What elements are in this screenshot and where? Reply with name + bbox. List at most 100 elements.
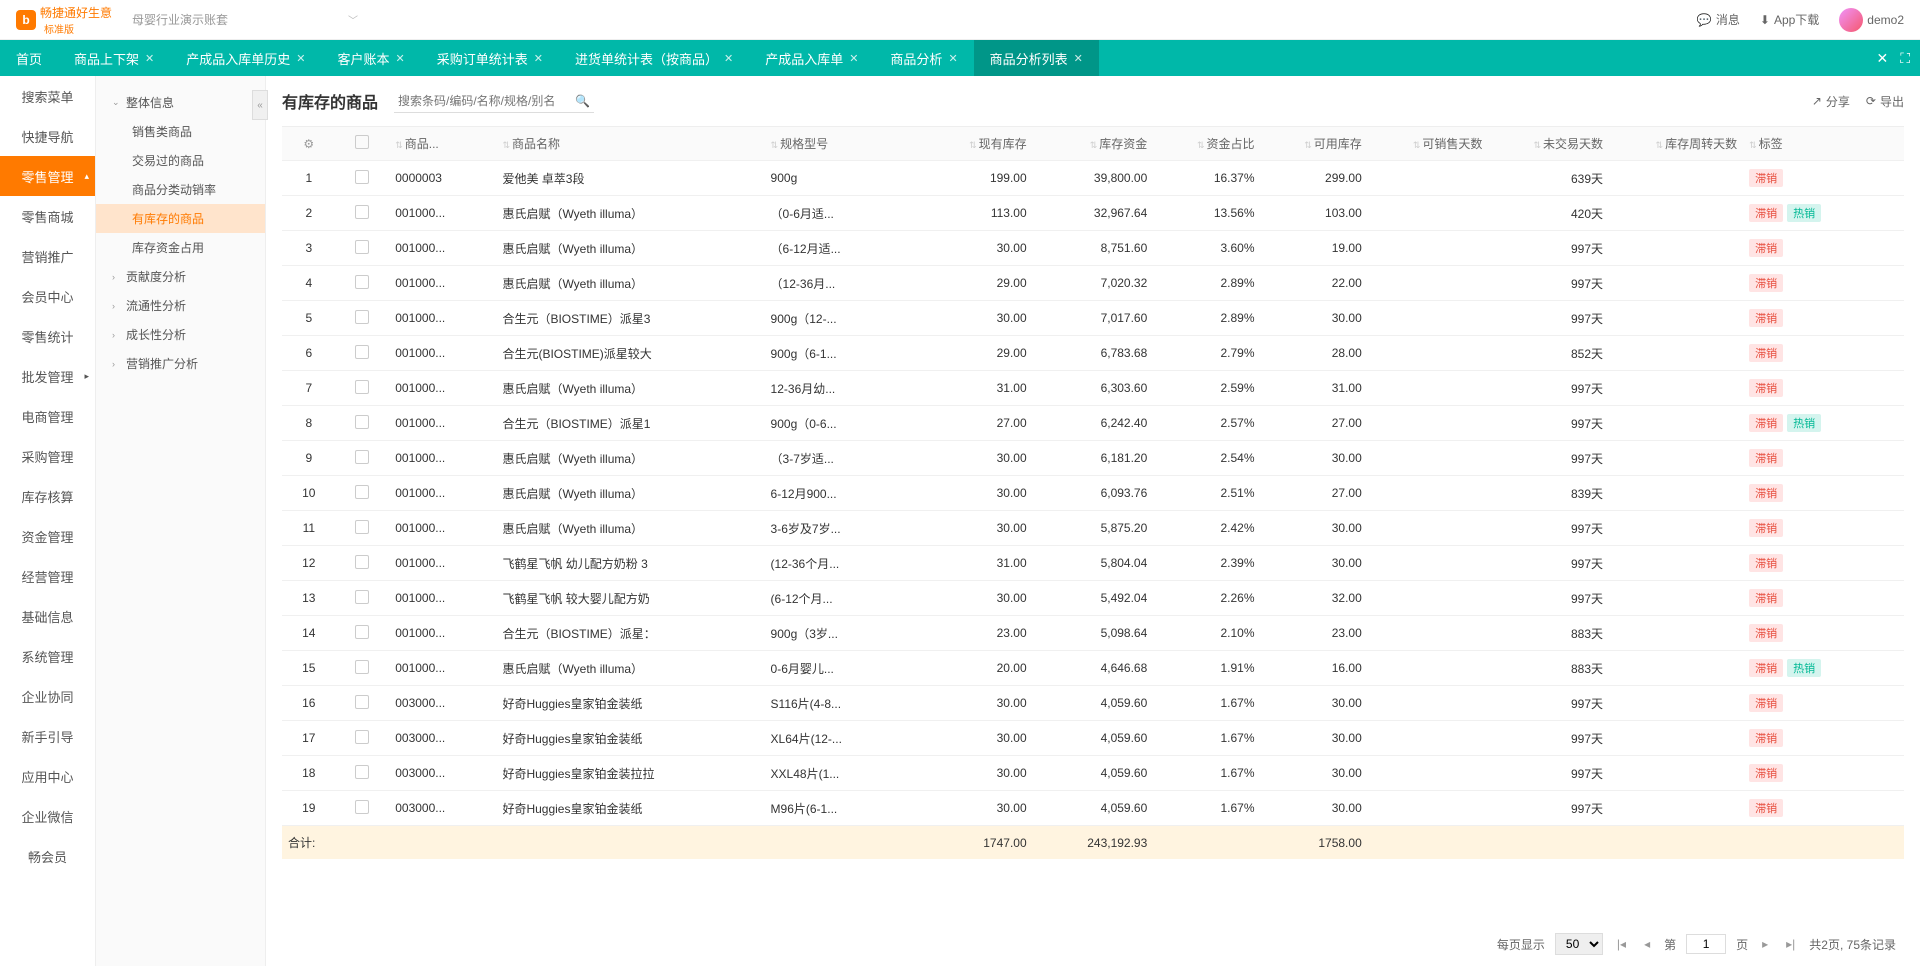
sidebar-item[interactable]: 企业微信 bbox=[0, 796, 95, 836]
row-checkbox[interactable] bbox=[355, 170, 369, 184]
table-row[interactable]: 16003000...好奇Huggies皇家铂金装纸S116片(4-8...30… bbox=[282, 686, 1904, 721]
column-header[interactable]: ⇅规格型号 bbox=[765, 127, 926, 161]
table-row[interactable]: 14001000...合生元（BIOSTIME）派星：900g（3岁...23.… bbox=[282, 616, 1904, 651]
tree-item[interactable]: 销售类商品 bbox=[96, 117, 265, 146]
table-row[interactable]: 5001000...合生元（BIOSTIME）派星3900g（12-...30.… bbox=[282, 301, 1904, 336]
sidebar-item[interactable]: 应用中心 bbox=[0, 756, 95, 796]
row-checkbox[interactable] bbox=[355, 310, 369, 324]
row-checkbox[interactable] bbox=[355, 205, 369, 219]
account-selector[interactable]: 母婴行业演示账套 ﹀ bbox=[132, 11, 358, 28]
table-row[interactable]: 18003000...好奇Huggies皇家铂金装拉拉XXL48片(1...30… bbox=[282, 756, 1904, 791]
sidebar-item[interactable]: 快捷导航 bbox=[0, 116, 95, 156]
table-row[interactable]: 4001000...惠氏启赋（Wyeth illuma）（12-36月...29… bbox=[282, 266, 1904, 301]
column-header[interactable]: ⇅库存周转天数 bbox=[1609, 127, 1743, 161]
close-icon[interactable]: ✕ bbox=[724, 52, 733, 65]
row-checkbox[interactable] bbox=[355, 695, 369, 709]
column-header[interactable]: ⇅可销售天数 bbox=[1368, 127, 1489, 161]
table-row[interactable]: 13001000...飞鹤星飞帆 较大婴儿配方奶(6-12个月...30.005… bbox=[282, 581, 1904, 616]
sidebar-item[interactable]: 经营管理 bbox=[0, 556, 95, 596]
table-row[interactable]: 3001000...惠氏启赋（Wyeth illuma）（6-12月适...30… bbox=[282, 231, 1904, 266]
last-page-button[interactable]: ▸| bbox=[1782, 937, 1799, 951]
table-row[interactable]: 9001000...惠氏启赋（Wyeth illuma）（3-7岁适...30.… bbox=[282, 441, 1904, 476]
row-checkbox[interactable] bbox=[355, 380, 369, 394]
column-header[interactable]: ⇅未交易天数 bbox=[1488, 127, 1609, 161]
column-header[interactable]: ⇅可用库存 bbox=[1261, 127, 1368, 161]
tree-item[interactable]: 商品分类动销率 bbox=[96, 175, 265, 204]
close-icon[interactable]: ✕ bbox=[1074, 52, 1083, 65]
sidebar-item[interactable]: 批发管理▸ bbox=[0, 356, 95, 396]
table-row[interactable]: 7001000...惠氏启赋（Wyeth illuma）12-36月幼...31… bbox=[282, 371, 1904, 406]
row-checkbox[interactable] bbox=[355, 555, 369, 569]
prev-page-button[interactable]: ◂ bbox=[1640, 937, 1654, 951]
sidebar-item[interactable]: 资金管理 bbox=[0, 516, 95, 556]
share-button[interactable]: ↗ 分享 bbox=[1812, 93, 1850, 110]
sidebar-item[interactable]: 搜索菜单 bbox=[0, 76, 95, 116]
sidebar-item[interactable]: 库存核算 bbox=[0, 476, 95, 516]
tab[interactable]: 产成品入库单✕ bbox=[749, 40, 874, 76]
select-all-checkbox[interactable] bbox=[355, 135, 369, 149]
search-input[interactable] bbox=[394, 90, 594, 113]
close-icon[interactable]: ✕ bbox=[296, 52, 305, 65]
sidebar-item[interactable]: 营销推广 bbox=[0, 236, 95, 276]
table-row[interactable]: 19003000...好奇Huggies皇家铂金装纸M96片(6-1...30.… bbox=[282, 791, 1904, 826]
tree-item[interactable]: 交易过的商品 bbox=[96, 146, 265, 175]
tree-item[interactable]: 有库存的商品 bbox=[96, 204, 265, 233]
column-header[interactable]: ⚙ bbox=[282, 127, 336, 161]
export-button[interactable]: ⟳ 导出 bbox=[1866, 93, 1904, 110]
table-row[interactable]: 2001000...惠氏启赋（Wyeth illuma）（0-6月适...113… bbox=[282, 196, 1904, 231]
row-checkbox[interactable] bbox=[355, 590, 369, 604]
app-download-link[interactable]: ⬇ App下载 bbox=[1760, 11, 1819, 28]
first-page-button[interactable]: |◂ bbox=[1613, 937, 1630, 951]
sidebar-item[interactable]: 畅会员 bbox=[0, 836, 95, 876]
tab[interactable]: 商品上下架✕ bbox=[58, 40, 170, 76]
close-icon[interactable]: ✕ bbox=[948, 52, 957, 65]
row-checkbox[interactable] bbox=[355, 450, 369, 464]
table-row[interactable]: 17003000...好奇Huggies皇家铂金装纸XL64片(12-...30… bbox=[282, 721, 1904, 756]
row-checkbox[interactable] bbox=[355, 345, 369, 359]
close-icon[interactable]: ✕ bbox=[396, 52, 405, 65]
sidebar-item[interactable]: 企业协同 bbox=[0, 676, 95, 716]
close-icon[interactable]: ✕ bbox=[534, 52, 543, 65]
table-row[interactable]: 8001000...合生元（BIOSTIME）派星1900g（0-6...27.… bbox=[282, 406, 1904, 441]
sidebar-item[interactable]: 基础信息 bbox=[0, 596, 95, 636]
fullscreen-icon[interactable]: ⛶ bbox=[1900, 50, 1910, 67]
sidebar-item[interactable]: 零售管理▴ bbox=[0, 156, 95, 196]
row-checkbox[interactable] bbox=[355, 275, 369, 289]
row-checkbox[interactable] bbox=[355, 520, 369, 534]
close-icon[interactable]: ✕ bbox=[849, 52, 858, 65]
tab[interactable]: 采购订单统计表✕ bbox=[421, 40, 559, 76]
tree-section[interactable]: ›流通性分析 bbox=[96, 291, 265, 320]
table-row[interactable]: 10001000...惠氏启赋（Wyeth illuma）6-12月900...… bbox=[282, 476, 1904, 511]
page-input[interactable] bbox=[1686, 934, 1726, 954]
table-row[interactable]: 12001000...飞鹤星飞帆 幼儿配方奶粉 3(12-36个月...31.0… bbox=[282, 546, 1904, 581]
column-header[interactable]: ⇅商品名称 bbox=[496, 127, 764, 161]
sidebar-item[interactable]: 采购管理 bbox=[0, 436, 95, 476]
row-checkbox[interactable] bbox=[355, 240, 369, 254]
tab[interactable]: 商品分析✕ bbox=[874, 40, 973, 76]
tab[interactable]: 产成品入库单历史✕ bbox=[170, 40, 321, 76]
collapse-sidebar-button[interactable]: « bbox=[252, 90, 268, 120]
sidebar-item[interactable]: 新手引导 bbox=[0, 716, 95, 756]
sidebar-item[interactable]: 零售统计 bbox=[0, 316, 95, 356]
tree-root[interactable]: ⌄ 整体信息 bbox=[96, 88, 265, 117]
sidebar-item[interactable]: 系统管理 bbox=[0, 636, 95, 676]
user-menu[interactable]: demo2 bbox=[1839, 8, 1904, 32]
tab[interactable]: 商品分析列表✕ bbox=[974, 40, 1099, 76]
search-icon[interactable]: 🔍 bbox=[575, 94, 590, 108]
tab[interactable]: 客户账本✕ bbox=[321, 40, 420, 76]
tab[interactable]: 进货单统计表（按商品）✕ bbox=[559, 40, 749, 76]
row-checkbox[interactable] bbox=[355, 800, 369, 814]
sidebar-item[interactable]: 电商管理 bbox=[0, 396, 95, 436]
close-icon[interactable]: ✕ bbox=[145, 52, 154, 65]
column-header[interactable]: ⇅标签 bbox=[1743, 127, 1904, 161]
per-page-select[interactable]: 50 bbox=[1555, 933, 1603, 955]
table-row[interactable]: 10000003爱他美 卓萃3段900g199.0039,800.0016.37… bbox=[282, 161, 1904, 196]
tree-item[interactable]: 库存资金占用 bbox=[96, 233, 265, 262]
tab[interactable]: 首页 bbox=[0, 40, 58, 76]
messages-link[interactable]: 💬 消息 bbox=[1697, 11, 1740, 28]
column-header[interactable]: ⇅库存资金 bbox=[1033, 127, 1154, 161]
row-checkbox[interactable] bbox=[355, 485, 369, 499]
row-checkbox[interactable] bbox=[355, 415, 369, 429]
tree-section[interactable]: ›成长性分析 bbox=[96, 320, 265, 349]
column-header[interactable]: ⇅现有库存 bbox=[925, 127, 1032, 161]
